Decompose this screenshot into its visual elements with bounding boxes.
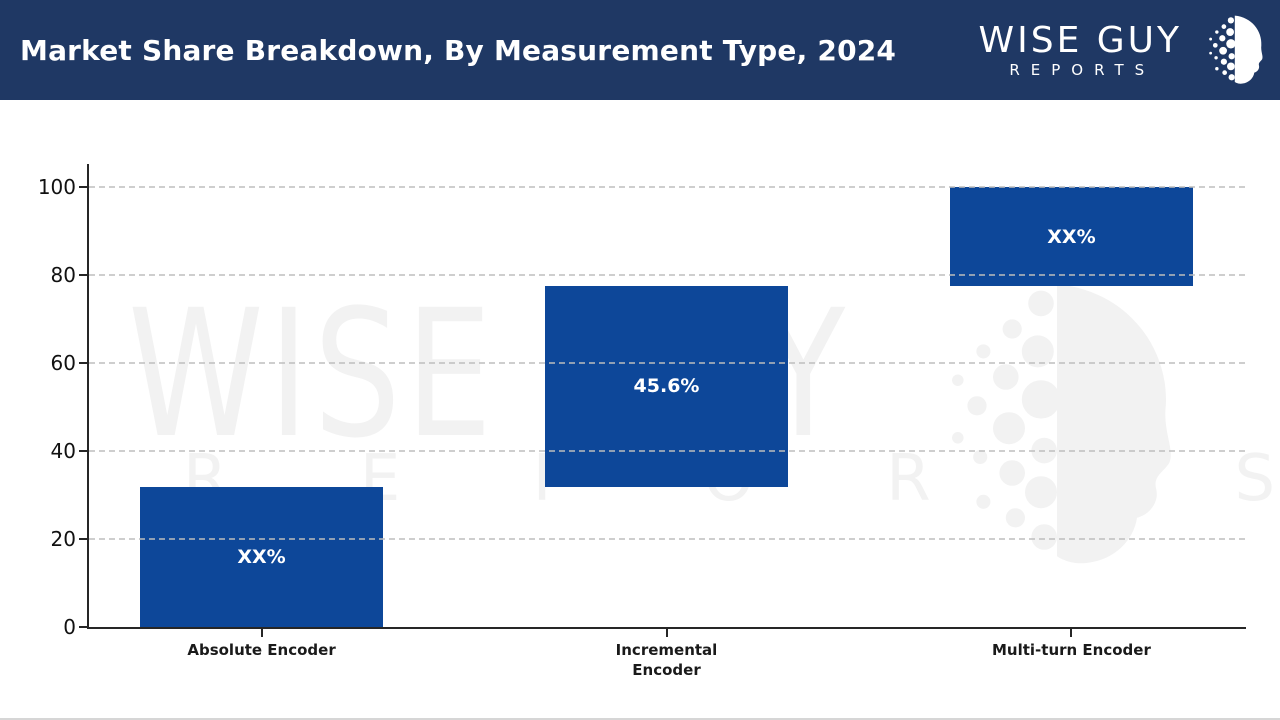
x-category-label: Incremental Encoder bbox=[615, 641, 718, 680]
y-tick-mark bbox=[79, 186, 87, 188]
x-axis-line bbox=[87, 627, 1246, 629]
y-gridline bbox=[89, 362, 1245, 364]
x-tick-mark bbox=[1070, 629, 1073, 637]
y-tick-label: 80 bbox=[50, 263, 76, 287]
bar-value-label: XX% bbox=[1047, 225, 1096, 248]
y-tick-mark bbox=[79, 274, 87, 276]
logo-brand-name: WISE GUY bbox=[978, 19, 1182, 61]
y-tick-mark bbox=[79, 626, 87, 628]
bar-segment: 45.6% bbox=[545, 286, 788, 487]
y-gridline bbox=[89, 450, 1245, 452]
y-tick-mark bbox=[79, 538, 87, 540]
y-tick-label: 40 bbox=[50, 439, 76, 463]
y-tick-mark bbox=[79, 362, 87, 364]
bar-segment: XX% bbox=[949, 187, 1193, 286]
x-category-label: Multi-turn Encoder bbox=[992, 641, 1151, 659]
y-axis-line bbox=[87, 164, 89, 629]
y-gridline bbox=[89, 538, 1245, 540]
bar-value-label: XX% bbox=[237, 545, 286, 568]
x-tick-mark bbox=[665, 629, 668, 637]
logo-brand-subtitle: REPORTS bbox=[1009, 60, 1156, 79]
wiseguy-logo-text: WISE GUY REPORTS bbox=[978, 19, 1183, 79]
bar-value-label: 45.6% bbox=[633, 375, 700, 398]
y-tick-label: 60 bbox=[50, 351, 76, 375]
y-gridline bbox=[89, 186, 1245, 188]
y-gridline bbox=[89, 274, 1245, 276]
x-category-label: Absolute Encoder bbox=[187, 641, 336, 659]
header-bar: Market Share Breakdown, By Measurement T… bbox=[0, 0, 1280, 100]
face-profile-dots-icon bbox=[1209, 15, 1263, 84]
page-title: Market Share Breakdown, By Measurement T… bbox=[20, 33, 897, 67]
bar-segment: XX% bbox=[140, 486, 384, 627]
y-tick-label: 100 bbox=[37, 175, 76, 199]
y-tick-mark bbox=[79, 450, 87, 452]
wiseguy-logo: WISE GUY REPORTS bbox=[979, 7, 1280, 93]
watermark-face-profile-dots-icon bbox=[952, 284, 1171, 564]
y-tick-label: 0 bbox=[63, 615, 76, 639]
y-tick-label: 20 bbox=[50, 527, 76, 551]
x-tick-mark bbox=[260, 629, 263, 637]
